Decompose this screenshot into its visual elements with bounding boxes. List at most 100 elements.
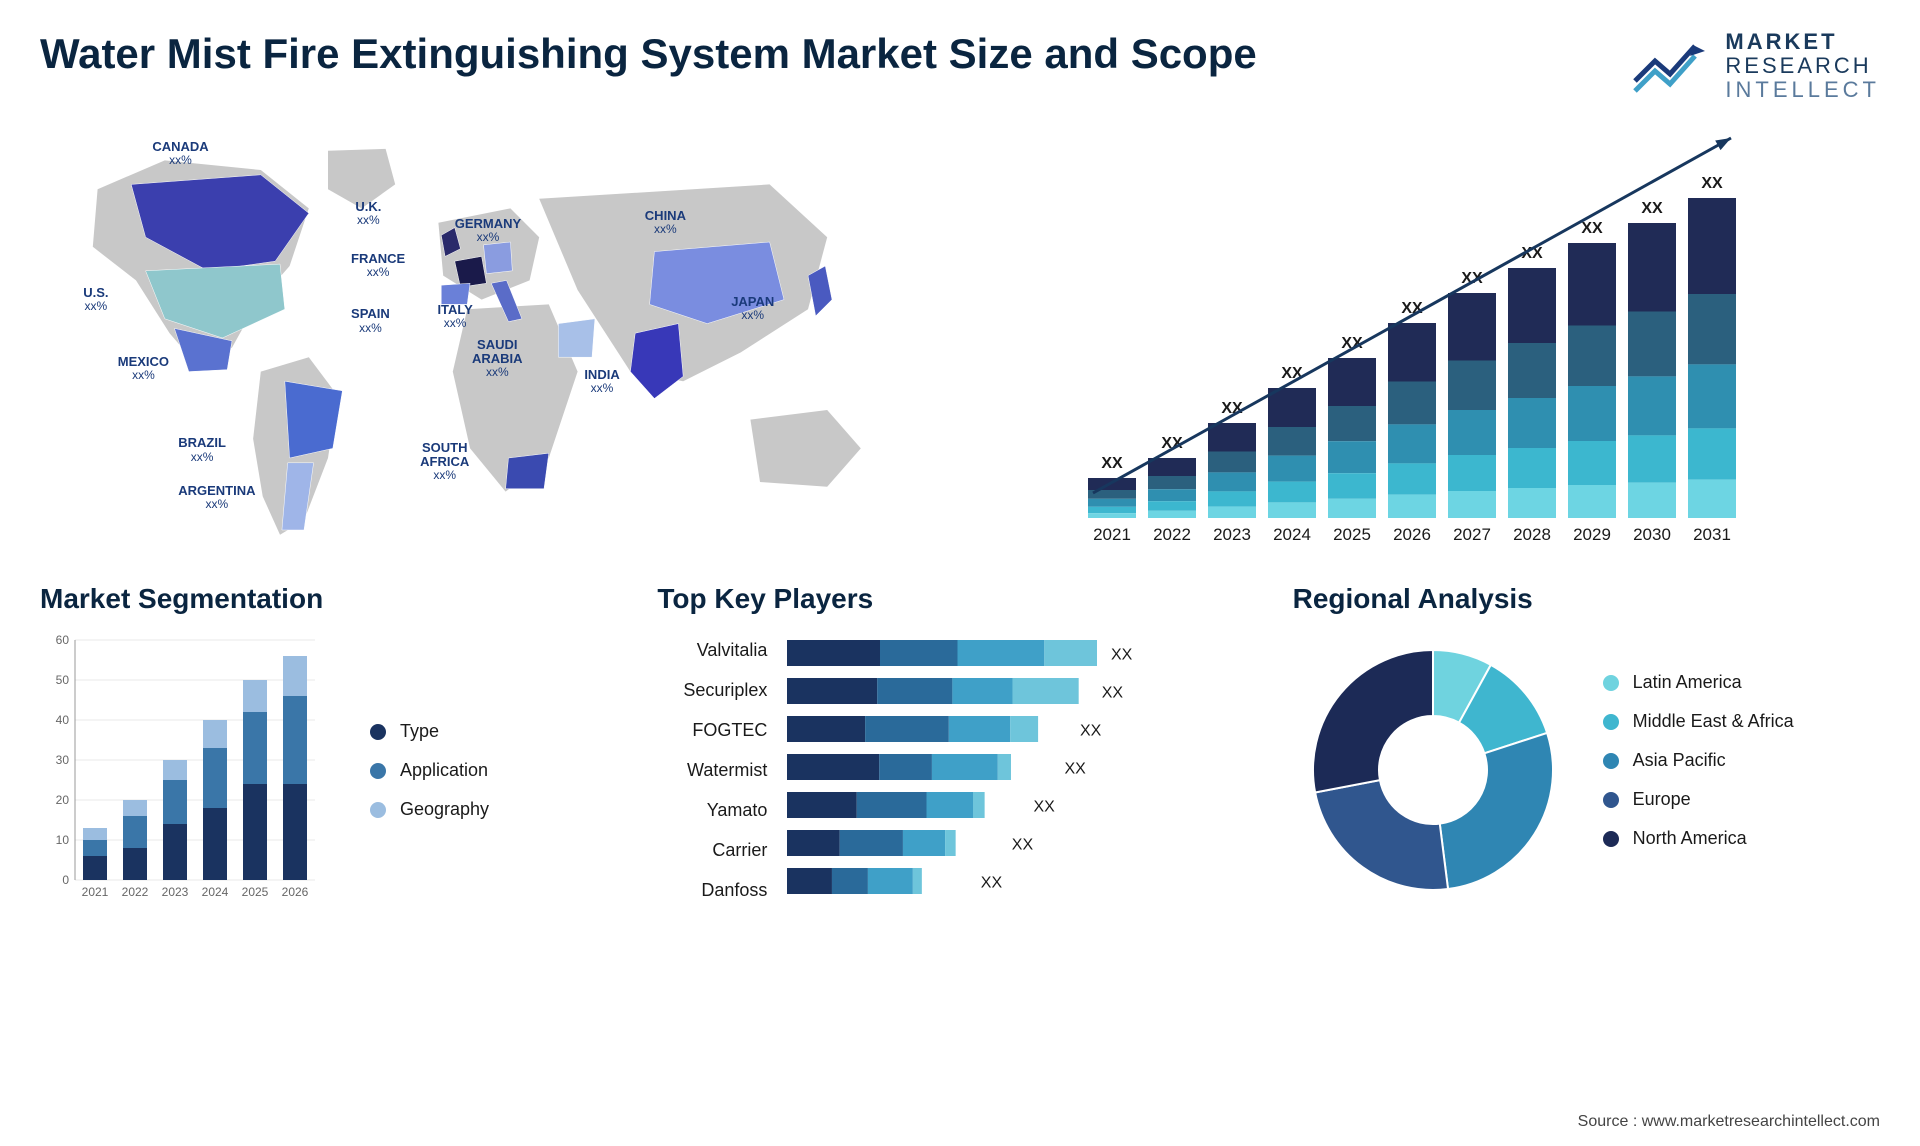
player-label: Watermist — [657, 751, 767, 789]
svg-text:2025: 2025 — [242, 885, 269, 899]
svg-text:2028: 2028 — [1513, 525, 1551, 544]
legend-item: Application — [370, 760, 489, 781]
legend-swatch — [1603, 792, 1619, 808]
map-country-label: GERMANYxx% — [455, 217, 521, 244]
logo-icon — [1630, 36, 1710, 96]
legend-swatch — [1603, 714, 1619, 730]
page-title: Water Mist Fire Extinguishing System Mar… — [40, 30, 1257, 78]
legend-swatch — [1603, 831, 1619, 847]
svg-text:2026: 2026 — [282, 885, 309, 899]
segmentation-chart: 0 10 20 30 40 50 60 2021 2022 2023 2024 2025 2026 — [40, 630, 340, 930]
legend-item: Asia Pacific — [1603, 750, 1794, 771]
svg-text:XX: XX — [1034, 798, 1056, 815]
map-country-label: CHINAxx% — [645, 209, 686, 236]
svg-text:2025: 2025 — [1333, 525, 1371, 544]
svg-text:XX: XX — [1012, 836, 1034, 853]
legend-swatch — [370, 724, 386, 740]
svg-text:2022: 2022 — [122, 885, 149, 899]
svg-text:2031: 2031 — [1693, 525, 1731, 544]
logo-line3: INTELLECT — [1725, 78, 1880, 102]
player-label: Yamato — [657, 791, 767, 829]
svg-text:XX: XX — [1111, 646, 1133, 663]
svg-text:XX: XX — [1102, 684, 1124, 701]
legend-label: Type — [400, 721, 439, 742]
map-country-label: JAPANxx% — [731, 295, 774, 322]
map-country-label: SPAINxx% — [351, 307, 390, 334]
logo-line1: MARKET — [1725, 30, 1880, 54]
svg-text:2029: 2029 — [1573, 525, 1611, 544]
svg-text:2023: 2023 — [1213, 525, 1251, 544]
legend-label: Europe — [1633, 789, 1691, 810]
key-players-labels: ValvitaliaSecuriplexFOGTECWatermistYamat… — [657, 630, 767, 910]
segmentation-title: Market Segmentation — [40, 583, 627, 615]
legend-label: Geography — [400, 799, 489, 820]
svg-text:2024: 2024 — [1273, 525, 1311, 544]
regional-donut-chart — [1293, 630, 1573, 910]
svg-text:0: 0 — [62, 873, 69, 887]
logo-line2: RESEARCH — [1725, 54, 1880, 78]
legend-item: Latin America — [1603, 672, 1794, 693]
svg-text:10: 10 — [56, 833, 70, 847]
brand-logo: MARKET RESEARCH INTELLECT — [1630, 30, 1880, 103]
svg-text:2023: 2023 — [162, 885, 189, 899]
svg-text:2027: 2027 — [1453, 525, 1491, 544]
legend-swatch — [370, 802, 386, 818]
world-map-panel: CANADAxx% U.S.xx% MEXICOxx% BRAZILxx% ARGENT… — [40, 123, 904, 553]
map-country-label: FRANCExx% — [351, 252, 405, 279]
legend-label: Middle East & Africa — [1633, 711, 1794, 732]
player-label: Carrier — [657, 831, 767, 869]
svg-text:40: 40 — [56, 713, 70, 727]
svg-text:20: 20 — [56, 793, 70, 807]
svg-text:2026: 2026 — [1393, 525, 1431, 544]
forecast-chart: XX2021XX2022XX2023XX2024XX2025XX2026XX20… — [944, 123, 1880, 553]
svg-text:XX: XX — [1581, 220, 1603, 237]
key-players-chart: XX XX XX XX XX XX XX — [787, 630, 1167, 910]
map-country-label: ITALYxx% — [437, 303, 472, 330]
legend-item: Geography — [370, 799, 489, 820]
key-players-title: Top Key Players — [657, 583, 1262, 615]
svg-text:XX: XX — [1065, 760, 1087, 777]
legend-label: Asia Pacific — [1633, 750, 1726, 771]
player-label: Danfoss — [657, 871, 767, 909]
legend-item: Middle East & Africa — [1603, 711, 1794, 732]
legend-item: Type — [370, 721, 489, 742]
svg-text:50: 50 — [56, 673, 70, 687]
legend-label: North America — [1633, 828, 1747, 849]
map-country-label: U.S.xx% — [83, 286, 108, 313]
map-country-label: MEXICOxx% — [118, 355, 169, 382]
legend-swatch — [1603, 753, 1619, 769]
forecast-chart-panel: XX2021XX2022XX2023XX2024XX2025XX2026XX20… — [944, 123, 1880, 553]
svg-text:2030: 2030 — [1633, 525, 1671, 544]
svg-text:XX: XX — [1101, 455, 1123, 472]
source-citation: Source : www.marketresearchintellect.com — [1578, 1113, 1880, 1131]
svg-text:2021: 2021 — [82, 885, 109, 899]
legend-item: Europe — [1603, 789, 1794, 810]
segmentation-legend: Type Application Geography — [370, 721, 489, 838]
legend-swatch — [370, 763, 386, 779]
svg-text:XX: XX — [1701, 175, 1723, 192]
svg-text:XX: XX — [1641, 200, 1663, 217]
player-label: FOGTEC — [657, 711, 767, 749]
legend-item: North America — [1603, 828, 1794, 849]
svg-text:2021: 2021 — [1093, 525, 1131, 544]
player-label: Securiplex — [657, 671, 767, 709]
legend-swatch — [1603, 675, 1619, 691]
svg-text:30: 30 — [56, 753, 70, 767]
map-country-label: ARGENTINAxx% — [178, 484, 255, 511]
map-country-label: SOUTHAFRICAxx% — [420, 441, 469, 483]
svg-text:2022: 2022 — [1153, 525, 1191, 544]
regional-legend: Latin America Middle East & Africa Asia Pa… — [1603, 672, 1794, 867]
regional-title: Regional Analysis — [1293, 583, 1880, 615]
svg-text:60: 60 — [56, 633, 70, 647]
map-country-label: SAUDIARABIAxx% — [472, 338, 523, 380]
player-label: Valvitalia — [657, 631, 767, 669]
svg-text:2024: 2024 — [202, 885, 229, 899]
svg-text:XX: XX — [1080, 722, 1102, 739]
legend-label: Application — [400, 760, 488, 781]
map-country-label: BRAZILxx% — [178, 436, 226, 463]
map-country-label: U.K.xx% — [355, 200, 381, 227]
legend-label: Latin America — [1633, 672, 1742, 693]
map-country-label: INDIAxx% — [584, 368, 619, 395]
map-country-label: CANADAxx% — [152, 140, 208, 167]
svg-text:XX: XX — [981, 874, 1003, 891]
